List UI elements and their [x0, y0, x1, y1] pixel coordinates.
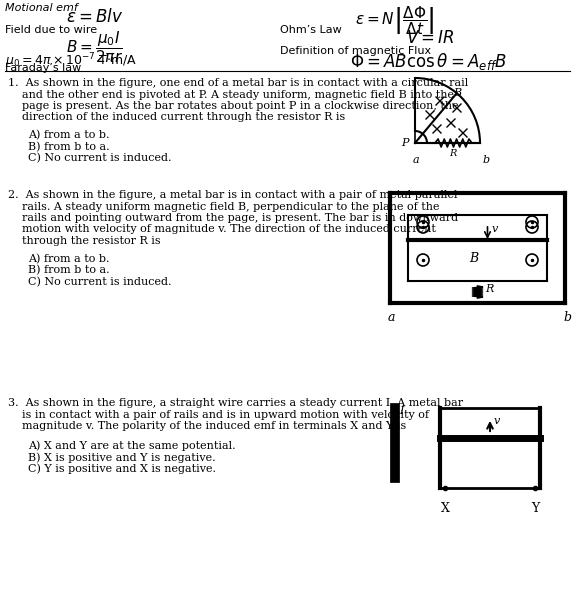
Text: magnitude v. The polarity of the induced emf in terminals X and Y is: magnitude v. The polarity of the induced… — [8, 421, 407, 431]
Text: B) from b to a.: B) from b to a. — [28, 265, 110, 275]
Text: v: v — [494, 416, 500, 426]
Text: rails and pointing outward from the page, is present. The bar is in downward: rails and pointing outward from the page… — [8, 213, 458, 223]
Text: 2.  As shown in the figure, a metal bar is in contact with a pair of metal paral: 2. As shown in the figure, a metal bar i… — [8, 190, 458, 200]
Text: X: X — [440, 502, 450, 515]
Text: Motional emf: Motional emf — [5, 3, 78, 13]
Text: $V = IR$: $V = IR$ — [406, 29, 454, 47]
Text: A) X and Y are at the same potential.: A) X and Y are at the same potential. — [28, 441, 236, 451]
Text: 1.  As shown in the figure, one end of a metal bar is in contact with a circular: 1. As shown in the figure, one end of a … — [8, 78, 468, 88]
Text: C) Y is positive and X is negative.: C) Y is positive and X is negative. — [28, 463, 216, 474]
Text: B: B — [453, 88, 461, 98]
Text: v: v — [492, 224, 498, 234]
Text: motion with velocity of magnitude v. The direction of the induced current: motion with velocity of magnitude v. The… — [8, 224, 436, 235]
Text: $B = \dfrac{\mu_0 I}{2\pi r}$: $B = \dfrac{\mu_0 I}{2\pi r}$ — [67, 29, 124, 65]
Text: page is present. As the bar rotates about point P in a clockwise direction, the: page is present. As the bar rotates abou… — [8, 101, 459, 111]
Text: $\mu_0 = 4\pi \times 10^{-7}\ \mathrm{T{\cdot}m/A}$: $\mu_0 = 4\pi \times 10^{-7}\ \mathrm{T{… — [5, 51, 137, 71]
Text: C) No current is induced.: C) No current is induced. — [28, 277, 171, 287]
Text: B) X is positive and Y is negative.: B) X is positive and Y is negative. — [28, 452, 216, 463]
Text: B: B — [469, 252, 478, 265]
Text: b: b — [563, 311, 571, 324]
Text: P: P — [401, 138, 408, 148]
Text: R: R — [485, 284, 494, 294]
Text: direction of the induced current through the resistor R is: direction of the induced current through… — [8, 112, 345, 122]
Text: $\varepsilon = N\left|\dfrac{\Delta\Phi}{\Delta t}\right|$: $\varepsilon = N\left|\dfrac{\Delta\Phi}… — [355, 4, 435, 36]
Text: is in contact with a pair of rails and is in upward motion with velocity of: is in contact with a pair of rails and i… — [8, 410, 429, 420]
Text: through the resistor R is: through the resistor R is — [8, 236, 160, 246]
Text: A) from a to b.: A) from a to b. — [28, 130, 109, 140]
Text: A) from a to b.: A) from a to b. — [28, 254, 109, 264]
Text: Definition of magnetic Flux: Definition of magnetic Flux — [280, 46, 431, 56]
Text: rails. A steady uniform magnetic field B, perpendicular to the plane of the: rails. A steady uniform magnetic field B… — [8, 201, 439, 212]
Text: a: a — [413, 155, 420, 165]
Text: b: b — [483, 155, 490, 165]
Text: B) from b to a.: B) from b to a. — [28, 142, 110, 152]
Text: and the other end is pivoted at P. A steady uniform, magnetic field B into the: and the other end is pivoted at P. A ste… — [8, 89, 454, 100]
Text: Faraday’s law: Faraday’s law — [5, 63, 81, 73]
Text: Ohm’s Law: Ohm’s Law — [280, 25, 342, 35]
Text: 3.  As shown in the figure, a straight wire carries a steady current I. A metal : 3. As shown in the figure, a straight wi… — [8, 398, 463, 408]
Text: a: a — [388, 311, 396, 324]
Text: $\varepsilon = Blv$: $\varepsilon = Blv$ — [66, 8, 124, 26]
Text: R: R — [449, 149, 457, 158]
Text: C) No current is induced.: C) No current is induced. — [28, 153, 171, 164]
Text: $\Phi = AB\cos\theta = A_{eff}B$: $\Phi = AB\cos\theta = A_{eff}B$ — [350, 51, 507, 72]
Text: Y: Y — [531, 502, 539, 515]
Text: Field due to wire: Field due to wire — [5, 25, 97, 35]
Text: I: I — [399, 406, 404, 416]
